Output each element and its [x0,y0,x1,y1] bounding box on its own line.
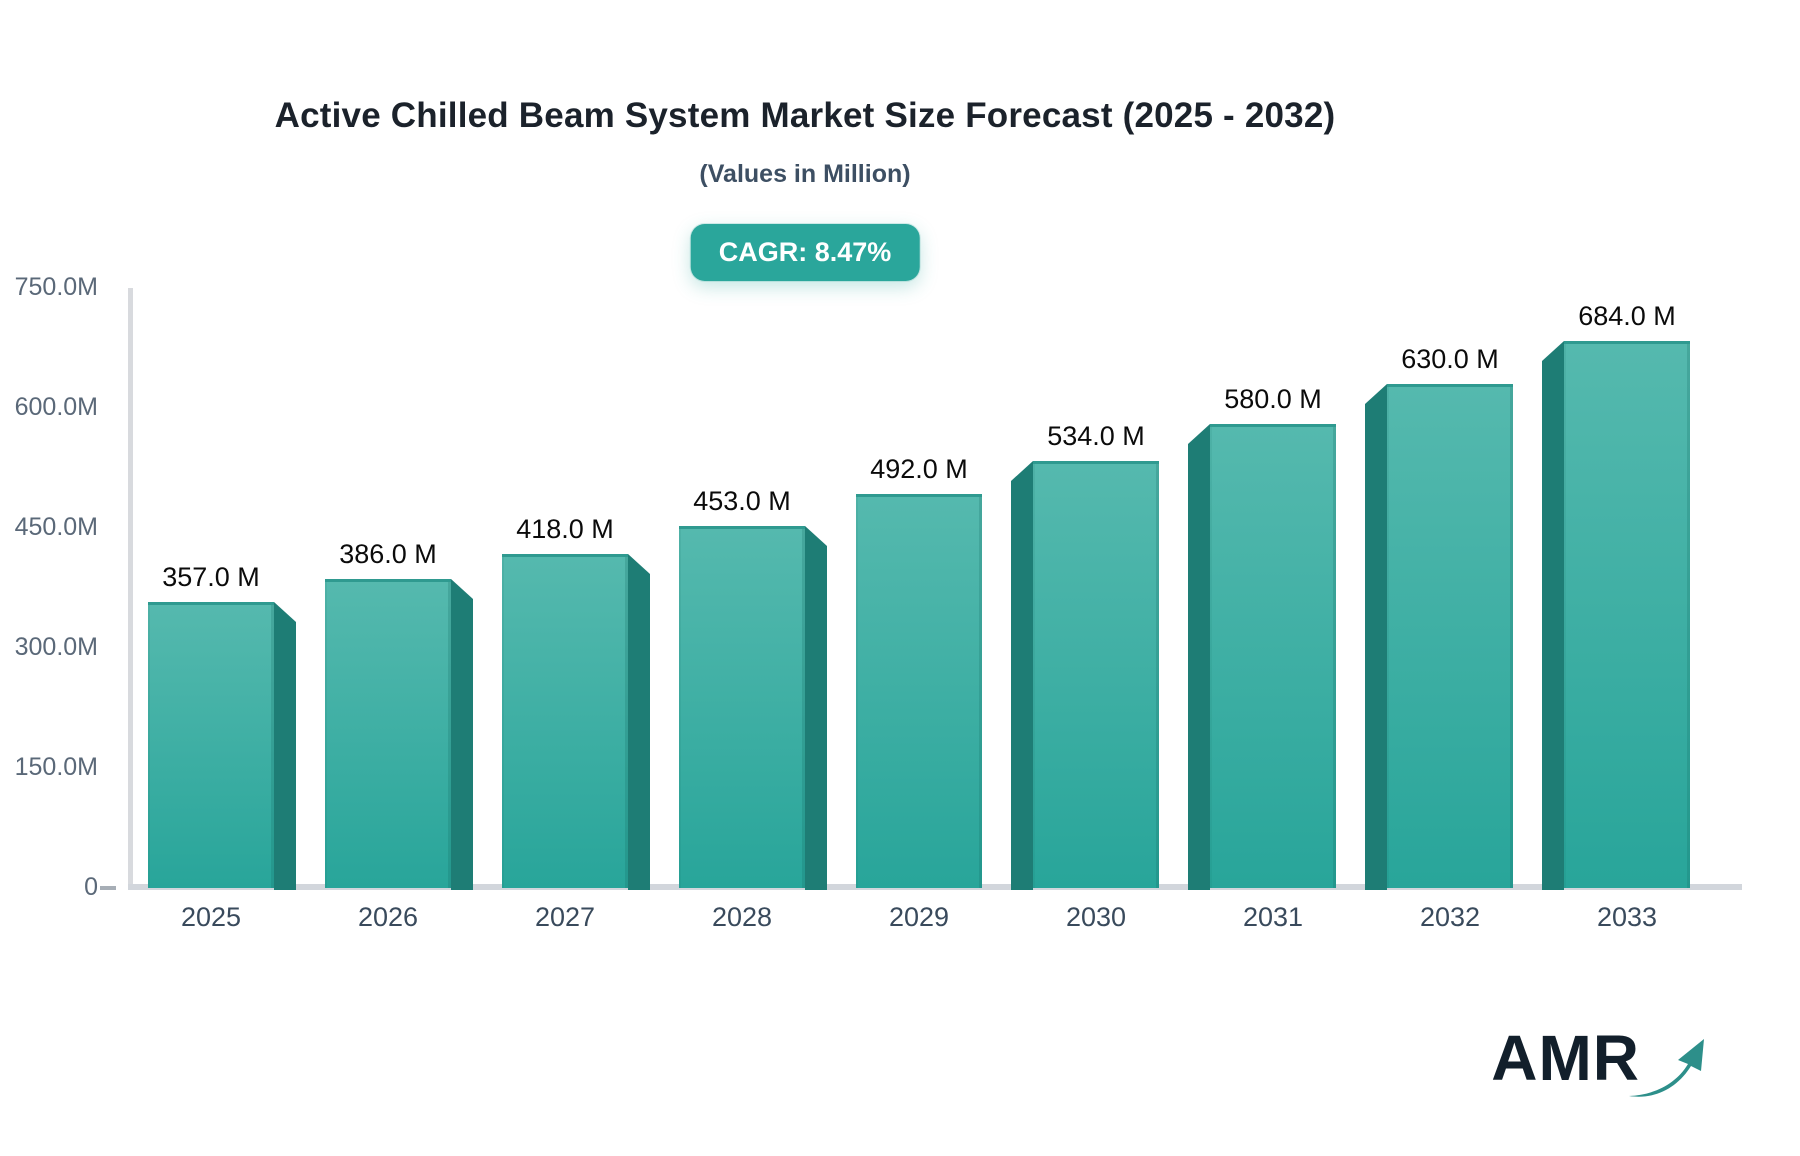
bar-side-face-2025 [274,602,296,890]
y-tick-label-600.0M: 600.0M [14,393,98,421]
y-axis-line [128,288,133,890]
bar-2032 [1387,384,1513,888]
bar-value-label-2030: 534.0 M [1047,421,1145,451]
bar-2030 [1033,461,1159,888]
bar-2025 [148,602,274,888]
x-axis-label-2028: 2028 [711,902,773,932]
bar-side-face-2027 [628,554,650,890]
bar-value-label-2032: 630.0 M [1401,344,1499,374]
bar-side-face-2033 [1542,341,1564,890]
amr-logo-text: AMR [1491,1022,1640,1094]
bar-2028 [679,526,805,888]
x-axis-label-2032: 2032 [1419,902,1481,932]
y-tick-label-450.0M: 450.0M [14,513,98,541]
chart-title: Active Chilled Beam System Market Size F… [274,96,1336,135]
bar-value-label-2031: 580.0 M [1224,384,1322,414]
x-axis-label-2033: 2033 [1596,902,1658,932]
bar-2033 [1564,341,1690,888]
bar-2031 [1210,424,1336,888]
x-axis-label-2025: 2025 [180,902,242,932]
growth-arrow-icon [1629,1039,1704,1097]
bar-value-label-2029: 492.0 M [870,454,968,484]
x-axis-label-2030: 2030 [1065,902,1127,932]
bar-value-label-2025: 357.0 M [162,562,260,592]
y-tick-label-750.0M: 750.0M [14,273,98,301]
bar-value-label-2033: 684.0 M [1578,301,1676,331]
bar-side-face-2028 [805,526,827,890]
bar-value-label-2026: 386.0 M [339,539,437,569]
zero-tick-mark [100,886,116,890]
bar-2026 [325,579,451,888]
x-axis-label-2029: 2029 [888,902,950,932]
x-axis-label-2031: 2031 [1242,902,1304,932]
y-tick-label-0: 0 [84,873,98,901]
amr-logo: AMR [1491,1026,1712,1104]
y-tick-label-150.0M: 150.0M [14,753,98,781]
bar-side-face-2030 [1011,461,1033,890]
y-tick-label-300.0M: 300.0M [14,633,98,661]
bar-value-label-2028: 453.0 M [693,486,791,516]
bar-side-face-2031 [1188,424,1210,890]
x-axis-label-2027: 2027 [534,902,596,932]
chart-subtitle: (Values in Million) [699,160,911,188]
x-axis-label-2026: 2026 [357,902,419,932]
bar-side-face-2026 [451,579,473,890]
bar-2029 [856,494,982,888]
bar-side-face-2032 [1365,384,1387,890]
bar-value-label-2027: 418.0 M [516,514,614,544]
cagr-badge: CAGR: 8.47% [690,224,920,281]
bar-2027 [502,554,628,888]
